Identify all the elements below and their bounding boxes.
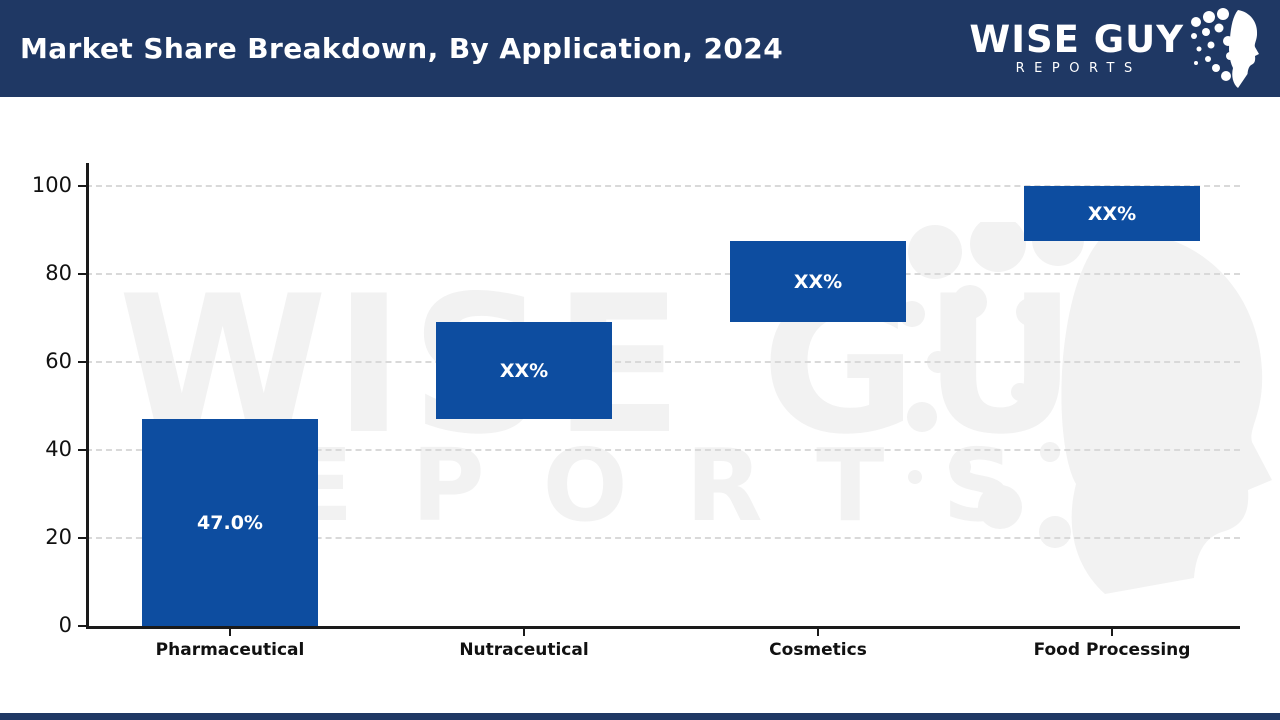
y-tick-40 <box>78 449 86 451</box>
bar-cosmetics <box>730 241 906 323</box>
bar-nutraceutical <box>436 322 612 420</box>
y-tick-label-60: 60 <box>45 349 72 373</box>
brand-logo: WISE GUY REPORTS <box>969 7 1260 90</box>
y-tick-label-40: 40 <box>45 437 72 461</box>
x-category-label: Pharmaceutical <box>155 640 305 660</box>
x-tick-0 <box>229 628 231 636</box>
gridline-y60 <box>86 361 1240 363</box>
logo-head-icon <box>1191 7 1259 88</box>
x-category-label: Cosmetics <box>769 640 867 660</box>
y-tick-label-20: 20 <box>45 525 72 549</box>
x-tick-1 <box>523 628 525 636</box>
gridline-y20 <box>86 537 1240 539</box>
y-axis-line <box>86 163 89 628</box>
logo-wordmark: WISE GUY <box>969 17 1184 61</box>
bar-value-label: XX% <box>499 359 549 382</box>
chart-area: WISE GUY REPORTS 0 20 40 60 80 100 47.0% Pharma… <box>0 97 1280 713</box>
y-tick-60 <box>78 361 86 363</box>
watermark-head-icon <box>899 222 1272 594</box>
y-tick-20 <box>78 537 86 539</box>
gridline-y80 <box>86 273 1240 275</box>
x-tick-2 <box>817 628 819 636</box>
y-tick-label-100: 100 <box>31 173 72 197</box>
x-axis-line <box>86 626 1240 629</box>
gridline-y100 <box>86 185 1240 187</box>
footer-bar <box>0 713 1280 720</box>
y-tick-label-80: 80 <box>45 261 72 285</box>
header-banner: Market Share Breakdown, By Application, … <box>0 0 1280 97</box>
x-tick-3 <box>1111 628 1113 636</box>
y-tick-100 <box>78 185 86 187</box>
x-category-label: Food Processing <box>1033 640 1191 660</box>
bar-value-label: XX% <box>1087 202 1137 225</box>
y-tick-0 <box>78 625 86 627</box>
y-tick-label-0: 0 <box>58 613 72 637</box>
logo-subtitle: REPORTS <box>1015 61 1142 77</box>
bar-value-label: XX% <box>793 270 843 293</box>
bar-food-processing <box>1024 186 1200 241</box>
y-tick-80 <box>78 273 86 275</box>
bar-pharmaceutical <box>142 419 318 626</box>
x-category-label: Nutraceutical <box>459 640 589 660</box>
page-title: Market Share Breakdown, By Application, … <box>20 32 784 65</box>
bar-value-label: 47.0% <box>197 511 263 534</box>
gridline-y40 <box>86 449 1240 451</box>
